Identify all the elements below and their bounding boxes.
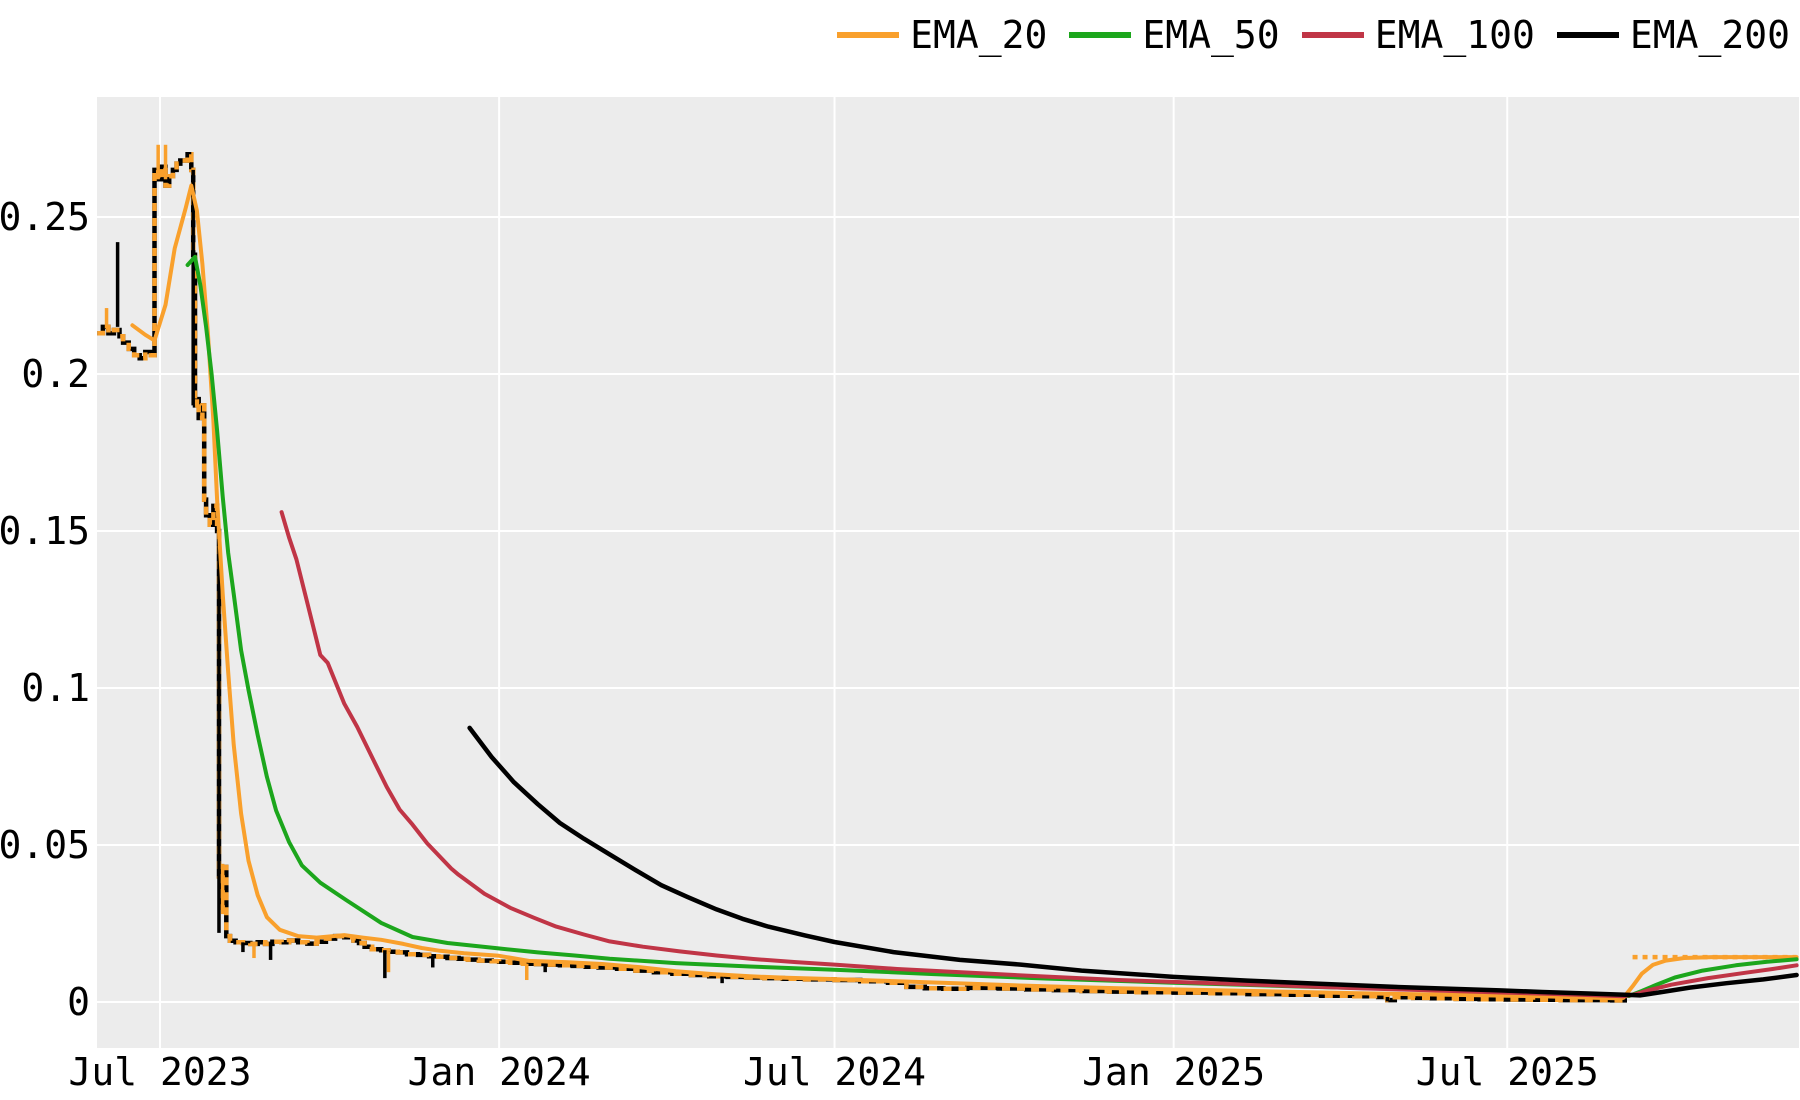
y-tick-label-0: 0 [67, 980, 90, 1024]
legend-item-ema-100: EMA_100 [1301, 13, 1535, 57]
y-tick-label-2: 0.1 [21, 666, 90, 710]
x-tick-label-4: Jul 2025 [1416, 1050, 1599, 1094]
x-tick-label-2: Jul 2024 [743, 1050, 926, 1094]
legend-item-ema-50: EMA_50 [1069, 13, 1280, 57]
y-tick-label-1: 0.05 [0, 823, 90, 867]
legend-swatch-ema-200-line-icon [1556, 32, 1619, 38]
legend-label-ema-20: EMA_20 [910, 13, 1048, 57]
y-tick-label-3: 0.15 [0, 509, 90, 553]
plot-background [97, 97, 1799, 1048]
legend-label-ema-100: EMA_100 [1374, 13, 1535, 57]
x-tick-label-1: Jan 2024 [408, 1050, 591, 1094]
legend-swatch-ema-100-line-icon [1301, 32, 1364, 38]
x-tick-label-3: Jan 2025 [1082, 1050, 1265, 1094]
legend-label-ema-50: EMA_50 [1142, 13, 1280, 57]
legend-swatch-ema-50-line-icon [1069, 32, 1132, 38]
series-line-ema_200 [467, 725, 1799, 998]
x-tick-label-0: Jul 2023 [68, 1050, 251, 1094]
y-tick-label-5: 0.25 [0, 195, 90, 239]
legend-item-ema-20: EMA_20 [837, 13, 1047, 57]
price-step-overlay [97, 151, 1627, 1003]
legend-item-ema-200: EMA_200 [1556, 13, 1790, 57]
legend-swatch-ema-20-line-icon [837, 32, 900, 38]
legend-label-ema-200: EMA_200 [1629, 13, 1790, 57]
legend: EMA_20 EMA_50 EMA_100 EMA_200 [837, 13, 1790, 57]
y-tick-label-4: 0.2 [21, 352, 90, 396]
